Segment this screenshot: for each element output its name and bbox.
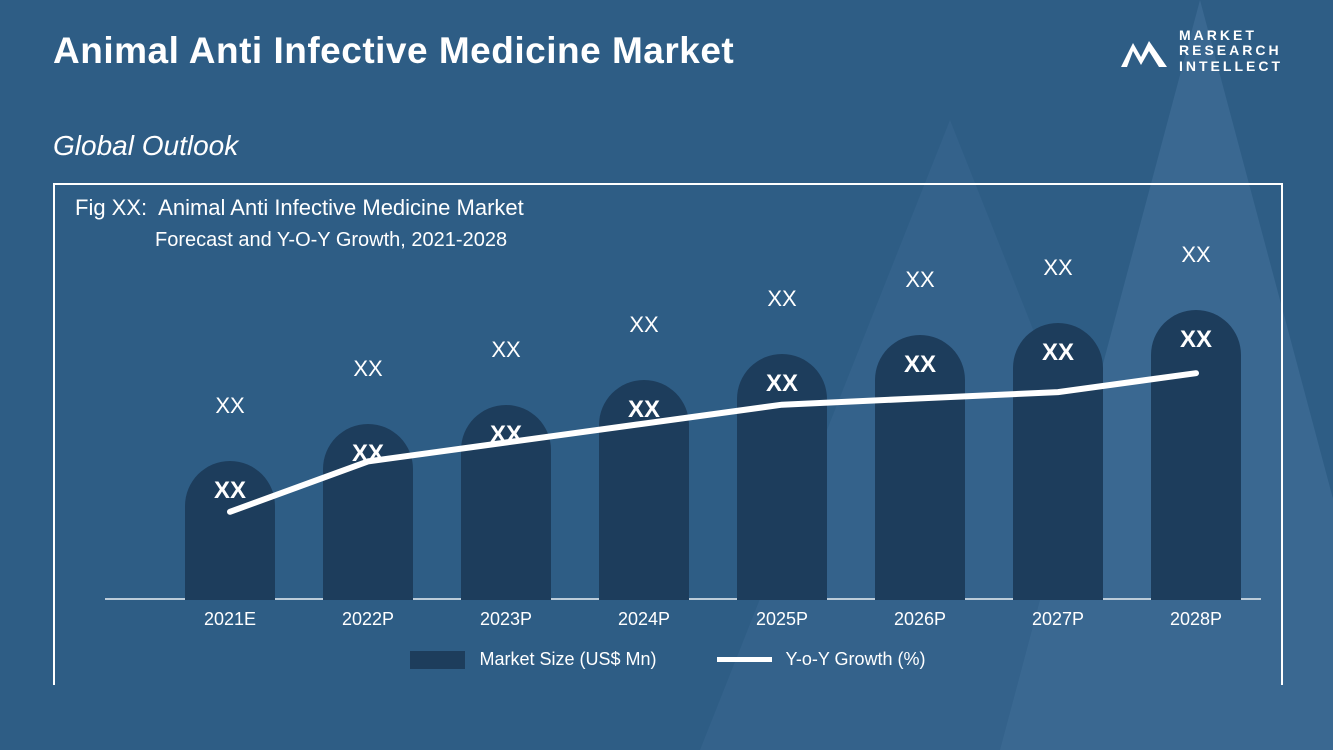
figure-title: Animal Anti Infective Medicine Market — [158, 195, 524, 220]
growth-value-label: XX — [1013, 255, 1103, 281]
x-axis-tick-label: 2023P — [461, 609, 551, 630]
page-title: Animal Anti Infective Medicine Market — [53, 30, 734, 72]
chart-frame: Fig XX: Animal Anti Infective Medicine M… — [53, 183, 1283, 685]
x-axis-labels: 2021E 2022P 2023P 2024P 2025P 2026P 2027P 2028P — [185, 609, 1241, 630]
growth-value-label: XX — [1151, 242, 1241, 268]
logo-line2: RESEARCH — [1179, 43, 1283, 58]
x-axis-tick-label: 2022P — [323, 609, 413, 630]
logo-text: MARKET RESEARCH INTELLECT — [1179, 28, 1283, 74]
x-axis-tick-label: 2025P — [737, 609, 827, 630]
legend-line-swatch — [717, 657, 772, 662]
legend: Market Size (US$ Mn) Y-o-Y Growth (%) — [55, 649, 1281, 670]
legend-line-label: Y-o-Y Growth (%) — [786, 649, 926, 670]
logo-line3: INTELLECT — [1179, 59, 1283, 74]
subtitle: Global Outlook — [53, 130, 238, 162]
figure-caption-line2: Forecast and Y-O-Y Growth, 2021-2028 — [155, 229, 507, 252]
x-axis-tick-label: 2026P — [875, 609, 965, 630]
figure-caption-line1: Fig XX: Animal Anti Infective Medicine M… — [75, 195, 524, 221]
logo-mark-icon — [1119, 31, 1169, 71]
x-axis-tick-label: 2027P — [1013, 609, 1103, 630]
figure-label: Fig XX: — [75, 195, 147, 220]
legend-item-bar: Market Size (US$ Mn) — [410, 649, 656, 670]
legend-bar-label: Market Size (US$ Mn) — [479, 649, 656, 670]
legend-item-line: Y-o-Y Growth (%) — [717, 649, 926, 670]
legend-bar-swatch — [410, 651, 465, 669]
plot-area: XXXXXXXXXXXXXXXXXXXXXXXXXXXXXXXX — [185, 285, 1241, 600]
logo-line1: MARKET — [1179, 28, 1283, 43]
x-axis-tick-label: 2021E — [185, 609, 275, 630]
x-axis-tick-label: 2028P — [1151, 609, 1241, 630]
brand-logo: MARKET RESEARCH INTELLECT — [1119, 28, 1283, 74]
x-axis-tick-label: 2024P — [599, 609, 689, 630]
growth-line-path — [230, 373, 1196, 512]
growth-line — [185, 285, 1241, 600]
